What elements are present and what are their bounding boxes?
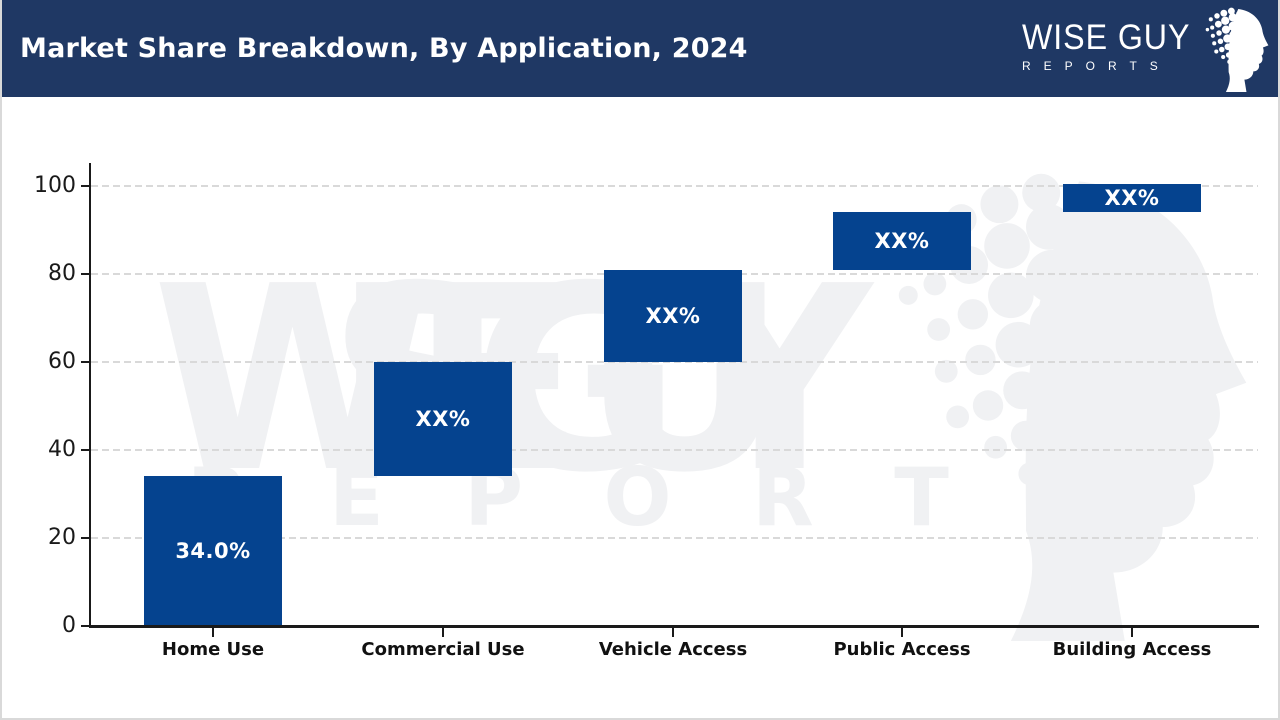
chart-title: Market Share Breakdown, By Application, … — [20, 33, 748, 64]
bar-value-label: 34.0% — [175, 539, 251, 564]
bar-value-label: XX% — [1104, 186, 1160, 211]
x-axis-label: Public Access — [833, 639, 971, 660]
y-tick-label: 0 — [62, 613, 76, 638]
logo-wordmark: WISE GUY REPORTS — [1022, 18, 1200, 74]
logo-wordmark-line1: WISE GUY — [1022, 18, 1191, 57]
y-tick-label: 60 — [48, 349, 76, 374]
x-axis-label: Commercial Use — [361, 639, 525, 660]
x-tick — [442, 628, 444, 637]
gridline — [91, 185, 1258, 187]
y-tick — [81, 537, 90, 539]
bar-value-label: XX% — [645, 303, 701, 328]
x-tick — [901, 628, 903, 637]
y-tick — [81, 625, 90, 627]
bar-value-label: XX% — [874, 228, 930, 253]
x-tick — [212, 628, 214, 637]
y-tick — [81, 273, 90, 275]
bar-segment: XX% — [1063, 183, 1201, 213]
x-axis-label: Home Use — [161, 639, 265, 660]
y-tick — [81, 185, 90, 187]
y-tick — [81, 361, 90, 363]
bar-segment: 34.0% — [144, 476, 282, 626]
gridline — [91, 449, 1258, 451]
waterfall-chart: WISE GUY R E P O R T S 02040608010034.0%… — [2, 97, 1278, 718]
x-axis-line — [89, 625, 1259, 628]
logo-wordmark-line2: REPORTS — [1022, 59, 1171, 73]
y-tick-label: 100 — [34, 173, 76, 198]
bar-value-label: XX% — [415, 407, 471, 432]
bar-segment: XX% — [833, 212, 971, 270]
head-dots-icon — [1201, 7, 1270, 92]
bar-segment: XX% — [374, 362, 512, 477]
y-tick-label: 80 — [48, 261, 76, 286]
y-tick-label: 40 — [48, 437, 76, 462]
gridline — [91, 537, 1258, 539]
x-tick — [672, 628, 674, 637]
x-tick — [1131, 628, 1133, 637]
watermark-line2: R E P O R T S — [187, 451, 1087, 544]
bar-segment: XX% — [604, 269, 742, 362]
x-axis-label: Vehicle Access — [598, 639, 748, 660]
wiseguy-logo: WISE GUY REPORTS — [1022, 4, 1272, 94]
header-bar: Market Share Breakdown, By Application, … — [2, 0, 1278, 97]
y-axis-line — [89, 163, 91, 626]
y-tick-label: 20 — [48, 525, 76, 550]
gridline — [91, 361, 1258, 363]
x-axis-label: Building Access — [1052, 639, 1212, 660]
y-tick — [81, 449, 90, 451]
